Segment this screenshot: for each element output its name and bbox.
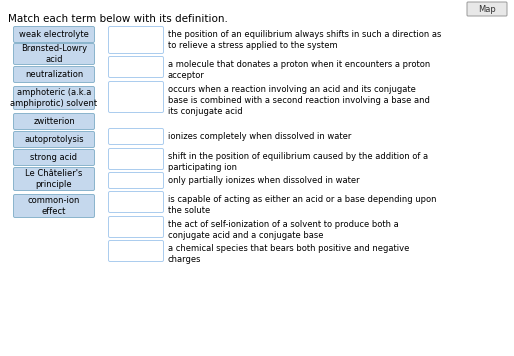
Text: Brønsted-Lowry
acid: Brønsted-Lowry acid: [21, 44, 87, 64]
FancyBboxPatch shape: [108, 148, 163, 169]
Text: zwitterion: zwitterion: [33, 117, 75, 126]
FancyBboxPatch shape: [13, 43, 95, 64]
FancyBboxPatch shape: [108, 82, 163, 112]
FancyBboxPatch shape: [108, 26, 163, 53]
Text: amphoteric (a.k.a
amphiprotic) solvent: amphoteric (a.k.a amphiprotic) solvent: [10, 88, 98, 108]
Text: shift in the position of equilibrium caused by the addition of a
participating i: shift in the position of equilibrium cau…: [168, 152, 428, 172]
Text: occurs when a reaction involving an acid and its conjugate
base is combined with: occurs when a reaction involving an acid…: [168, 85, 430, 116]
Text: a molecule that donates a proton when it encounters a proton
acceptor: a molecule that donates a proton when it…: [168, 60, 430, 80]
FancyBboxPatch shape: [13, 131, 95, 147]
Text: Map: Map: [478, 5, 496, 14]
Text: neutralization: neutralization: [25, 70, 83, 79]
Text: weak electrolyte: weak electrolyte: [19, 30, 89, 39]
FancyBboxPatch shape: [13, 168, 95, 190]
Text: autoprotolysis: autoprotolysis: [24, 135, 84, 144]
FancyBboxPatch shape: [13, 67, 95, 83]
Text: is capable of acting as either an acid or a base depending upon
the solute: is capable of acting as either an acid o…: [168, 195, 436, 215]
FancyBboxPatch shape: [108, 192, 163, 213]
Text: the position of an equilibrium always shifts in such a direction as
to relieve a: the position of an equilibrium always sh…: [168, 30, 442, 50]
FancyBboxPatch shape: [13, 87, 95, 110]
FancyBboxPatch shape: [13, 150, 95, 166]
FancyBboxPatch shape: [13, 114, 95, 130]
FancyBboxPatch shape: [108, 216, 163, 237]
Text: Match each term below with its definition.: Match each term below with its definitio…: [8, 14, 228, 24]
FancyBboxPatch shape: [108, 57, 163, 78]
FancyBboxPatch shape: [13, 26, 95, 42]
Text: the act of self-ionization of a solvent to produce both a
conjugate acid and a c: the act of self-ionization of a solvent …: [168, 220, 399, 240]
Text: only partially ionizes when dissolved in water: only partially ionizes when dissolved in…: [168, 176, 360, 185]
FancyBboxPatch shape: [108, 173, 163, 188]
Text: Le Châtelier's
principle: Le Châtelier's principle: [25, 169, 83, 189]
FancyBboxPatch shape: [13, 194, 95, 218]
Text: strong acid: strong acid: [30, 153, 78, 162]
FancyBboxPatch shape: [108, 241, 163, 262]
FancyBboxPatch shape: [467, 2, 507, 16]
Text: ionizes completely when dissolved in water: ionizes completely when dissolved in wat…: [168, 132, 352, 141]
Text: a chemical species that bears both positive and negative
charges: a chemical species that bears both posit…: [168, 244, 409, 264]
Text: common-ion
effect: common-ion effect: [28, 196, 80, 216]
FancyBboxPatch shape: [108, 129, 163, 145]
